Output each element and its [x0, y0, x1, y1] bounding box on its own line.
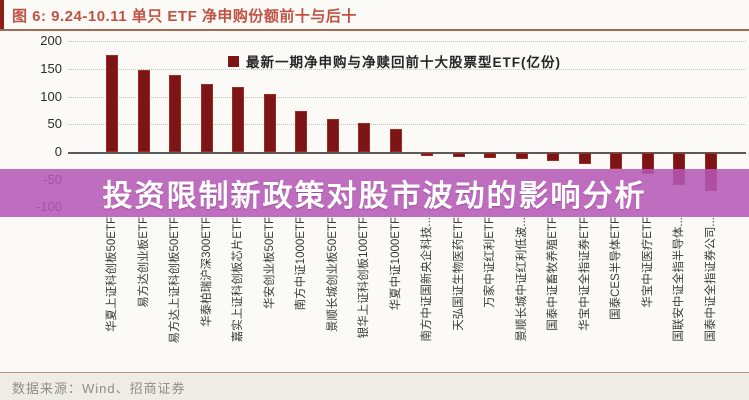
overlay-banner: 投资限制新政策对股市波动的影响分析: [0, 169, 749, 217]
x-axis-category-label: 华泰柏瑞沪深300ETF: [200, 217, 213, 327]
x-axis-category-label: 华夏上证科创板50ETF: [106, 217, 118, 333]
bar: [547, 153, 559, 162]
x-axis-category-label: 天弘国证生物医药ETF: [452, 217, 465, 331]
bar: [515, 153, 528, 159]
bar: [169, 75, 181, 152]
x-axis-category-label: 景顺长城中证红利低波...: [515, 217, 528, 342]
y-axis-tick-label: 150: [40, 60, 62, 76]
bar: [106, 54, 118, 152]
y-axis-tick-label: 100: [40, 88, 62, 104]
bar: [232, 86, 244, 152]
bar: [137, 70, 150, 152]
bar: [263, 93, 276, 152]
x-axis-category-label: 嘉实上证科创板芯片ETF: [232, 217, 244, 343]
title-divider: [0, 29, 749, 31]
x-axis-category-label: 南方中证国新央企科技...: [421, 217, 433, 342]
x-axis-category-label: 华夏中证1000ETF: [389, 217, 402, 311]
bar: [389, 128, 402, 152]
footer-band: [0, 373, 749, 400]
gridline: [68, 68, 746, 70]
x-axis-category-label: 国联安中证全指半导体...: [673, 217, 685, 342]
title-accent-bar: [0, 0, 4, 31]
x-axis-category-label: 国泰中证畜牧养殖ETF: [547, 217, 559, 331]
bar: [421, 153, 433, 157]
x-axis-category-label: 银华上证科创板100ETF: [358, 217, 370, 339]
x-axis-category-label: 华宝中证全指证券ETF: [578, 217, 591, 331]
x-axis-category-label: 国泰中证全指证券公司...: [704, 217, 717, 342]
x-axis-category-label: 华宝中证医疗ETF: [641, 217, 654, 308]
figure-title: 图 6: 9.24-10.11 单只 ETF 净申购份额前十与后十: [12, 8, 357, 25]
bar: [326, 118, 339, 152]
x-axis-category-label: 易方达上证科创板50ETF: [169, 217, 181, 344]
x-axis-category-label: 国泰CES半导体ETF: [610, 217, 622, 320]
chart-legend: 最新一期净申购与净赎回前十大股票型ETF(亿份): [228, 51, 561, 71]
x-axis-line: [68, 152, 746, 154]
bar: [578, 153, 591, 165]
x-axis-category-label: 万家中证红利ETF: [484, 217, 496, 308]
x-axis-category-label: 景顺长城创业板50ETF: [326, 217, 339, 333]
legend-label: 最新一期净申购与净赎回前十大股票型ETF(亿份): [246, 55, 561, 70]
bar: [610, 153, 622, 169]
bar: [452, 153, 465, 158]
data-source-label: 数据来源：Wind、招商证券: [12, 381, 186, 396]
legend-swatch-icon: [228, 55, 239, 67]
gridline: [68, 96, 746, 98]
y-axis-tick-label: 200: [40, 33, 62, 49]
bar: [200, 83, 213, 152]
bar: [358, 123, 370, 152]
bar: [295, 110, 307, 152]
bar: [484, 153, 496, 158]
y-axis-tick-label: 50: [47, 116, 62, 132]
overlay-banner-text: 投资限制新政策对股市波动的影响分析: [102, 180, 647, 213]
gridline: [68, 124, 746, 126]
x-axis-category-label: 易方达创业板ETF: [137, 217, 150, 308]
gridline: [68, 41, 746, 43]
footer-divider: [0, 372, 749, 373]
y-axis-tick-label: 0: [54, 144, 62, 159]
x-axis-category-label: 华安创业板50ETF: [263, 217, 276, 310]
x-axis-category-label: 南方中证1000ETF: [295, 217, 307, 311]
